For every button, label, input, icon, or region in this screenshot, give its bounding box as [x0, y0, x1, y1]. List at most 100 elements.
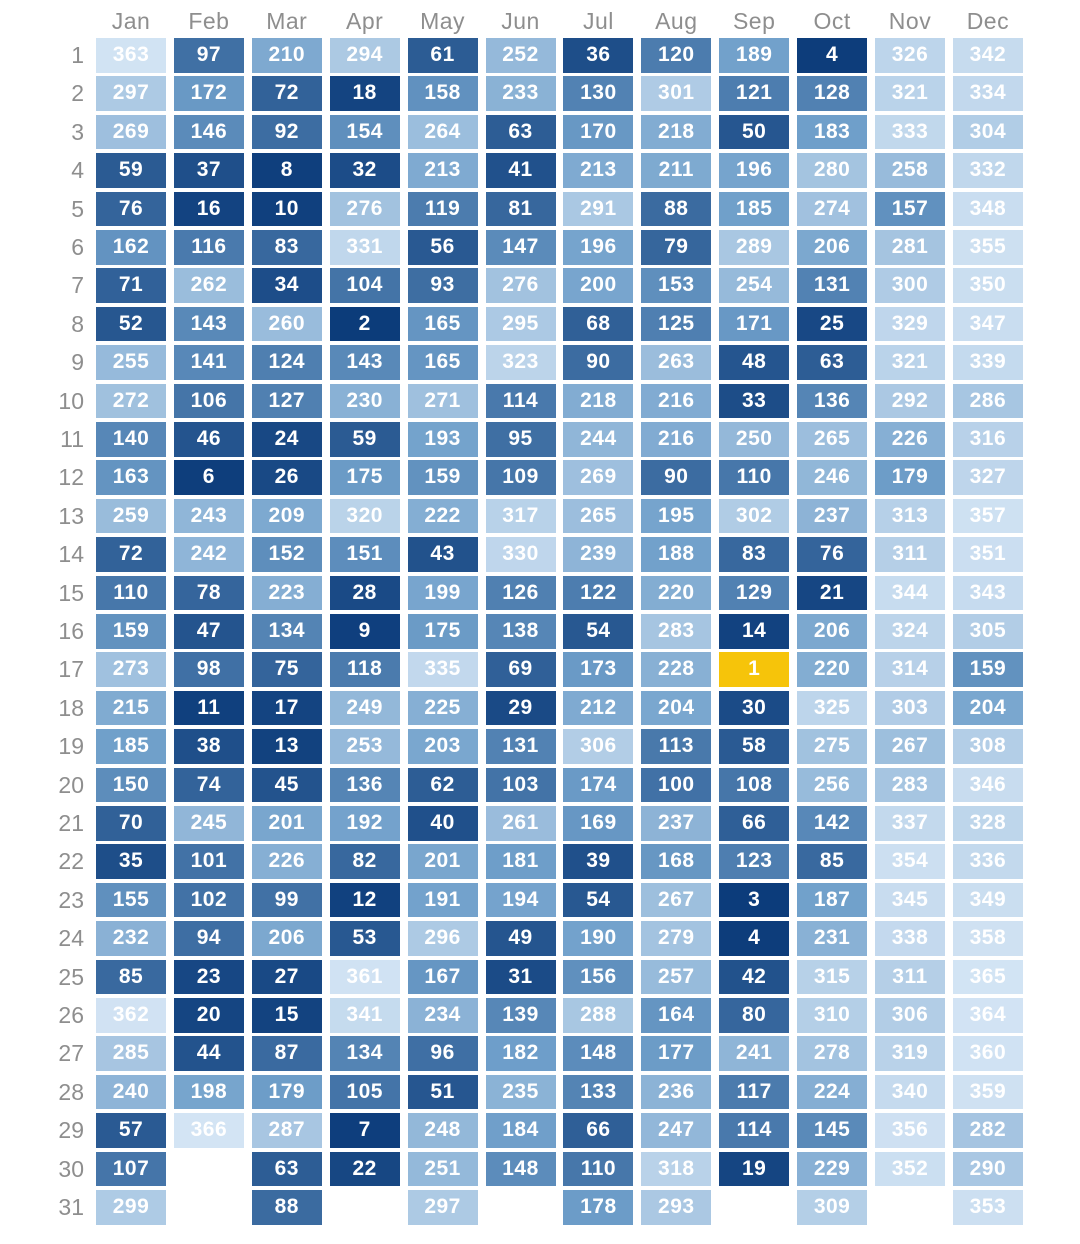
- heatmap-cell: 327: [952, 460, 1023, 495]
- heatmap-cell: 78: [173, 575, 244, 611]
- heatmap-cell: 95: [485, 422, 556, 457]
- heatmap-cell: 204: [952, 690, 1023, 726]
- heatmap-cell: 209: [251, 498, 322, 534]
- heatmap-cell: 228: [641, 652, 712, 687]
- heatmap-cell: 143: [329, 345, 400, 380]
- heatmap-cell: 239: [563, 537, 634, 572]
- heatmap-cell: 172: [173, 76, 244, 111]
- heatmap-cell: 71: [96, 268, 166, 303]
- heatmap-cell: 181: [485, 844, 556, 879]
- heatmap-cell: 63: [251, 1151, 322, 1187]
- heatmap-cell: 122: [563, 575, 634, 611]
- heatmap-cell: 49: [485, 921, 556, 956]
- heatmap-cell: 316: [952, 422, 1023, 457]
- day-label-4: 4: [71, 157, 84, 184]
- heatmap-cell: 66: [563, 1113, 634, 1148]
- heatmap-cell: 267: [875, 729, 945, 764]
- heatmap-cell: 61: [407, 38, 478, 73]
- heatmap-cell: 85: [96, 959, 166, 995]
- heatmap-cell: 20: [173, 998, 244, 1033]
- day-label-23: 23: [58, 886, 84, 913]
- heatmap-cell: 190: [563, 921, 634, 956]
- heatmap-cell: 339: [952, 345, 1023, 380]
- heatmap-cell: 226: [875, 422, 945, 457]
- heatmap-cell: 153: [641, 268, 712, 303]
- heatmap-cell: 1: [719, 652, 790, 687]
- heatmap-cell: 351: [952, 537, 1023, 572]
- heatmap-cell: 278: [797, 1036, 868, 1071]
- heatmap-cell: 52: [96, 306, 166, 342]
- heatmap-cell: 45: [251, 767, 322, 803]
- heatmap-cell: 2: [329, 306, 400, 342]
- heatmap-cell: 258: [875, 153, 945, 188]
- heatmap-cell: 126: [485, 575, 556, 611]
- heatmap-cell: 90: [641, 460, 712, 495]
- heatmap-cell: 359: [952, 1074, 1023, 1110]
- day-label-13: 13: [58, 502, 84, 529]
- heatmap-cell: 218: [563, 383, 634, 419]
- heatmap-cell: 6: [173, 460, 244, 495]
- heatmap-cell: 297: [96, 76, 166, 111]
- heatmap-cell: 303: [875, 690, 945, 726]
- heatmap-cell: 248: [407, 1113, 478, 1148]
- heatmap-cell: 63: [797, 345, 868, 380]
- heatmap-cell: 347: [952, 306, 1023, 342]
- heatmap-cell: 220: [641, 575, 712, 611]
- heatmap-cell: 179: [251, 1074, 322, 1110]
- heatmap-cell: 29: [485, 690, 556, 726]
- heatmap-cell: 62: [407, 767, 478, 803]
- heatmap-cell: 243: [173, 498, 244, 534]
- heatmap-cell: 146: [173, 114, 244, 150]
- heatmap-cell: 305: [952, 614, 1023, 649]
- day-label-14: 14: [58, 541, 84, 568]
- heatmap-cell: 23: [173, 959, 244, 995]
- heatmap-cell: 255: [96, 345, 166, 380]
- heatmap-cell: 287: [251, 1113, 322, 1148]
- heatmap-cell: 306: [875, 998, 945, 1033]
- heatmap-cell: 224: [797, 1074, 868, 1110]
- heatmap-cell: 159: [952, 652, 1023, 687]
- heatmap-cell: 114: [719, 1113, 790, 1148]
- heatmap-cell: 212: [563, 690, 634, 726]
- heatmap-cell: 139: [485, 998, 556, 1033]
- heatmap-cell: 83: [719, 537, 790, 572]
- heatmap-cell: 167: [407, 959, 478, 995]
- heatmap-cell: 145: [797, 1113, 868, 1148]
- heatmap-cell: 310: [797, 998, 868, 1033]
- heatmap-cell: 123: [719, 844, 790, 879]
- heatmap-cell: 216: [641, 422, 712, 457]
- heatmap-cell: 232: [96, 921, 166, 956]
- heatmap-cell: 264: [407, 114, 478, 150]
- heatmap-cell: 262: [173, 268, 244, 303]
- heatmap-cell: 168: [641, 844, 712, 879]
- heatmap-cell: 276: [329, 191, 400, 227]
- heatmap-cell: 157: [875, 191, 945, 227]
- month-header-jul: Jul: [582, 8, 614, 34]
- heatmap-cell: 356: [875, 1113, 945, 1148]
- heatmap-cell: 26: [251, 460, 322, 495]
- heatmap-cell: 125: [641, 306, 712, 342]
- heatmap-cell: 187: [797, 882, 868, 918]
- heatmap-cell: 182: [485, 1036, 556, 1071]
- heatmap-cell: 22: [329, 1151, 400, 1187]
- heatmap-cell: 313: [875, 498, 945, 534]
- heatmap-cell: 110: [96, 575, 166, 611]
- month-header-apr: Apr: [346, 8, 384, 34]
- heatmap-cell: 348: [952, 191, 1023, 227]
- heatmap-cell: 98: [173, 652, 244, 687]
- heatmap-cell: 346: [952, 767, 1023, 803]
- heatmap-cell: 196: [719, 153, 790, 188]
- heatmap-cell: 40: [407, 806, 478, 841]
- day-label-18: 18: [58, 694, 84, 721]
- heatmap-cell: 192: [329, 806, 400, 841]
- heatmap-cell: 150: [96, 767, 166, 803]
- heatmap-cell: 323: [485, 345, 556, 380]
- month-header-sep: Sep: [732, 8, 776, 34]
- heatmap-cell: 46: [173, 422, 244, 457]
- heatmap-cell: 79: [641, 230, 712, 265]
- heatmap-cell: 320: [329, 498, 400, 534]
- heatmap-cell: 57: [96, 1113, 166, 1148]
- heatmap-cell: 225: [407, 690, 478, 726]
- heatmap-cell: 203: [407, 729, 478, 764]
- heatmap-cell: 43: [407, 537, 478, 572]
